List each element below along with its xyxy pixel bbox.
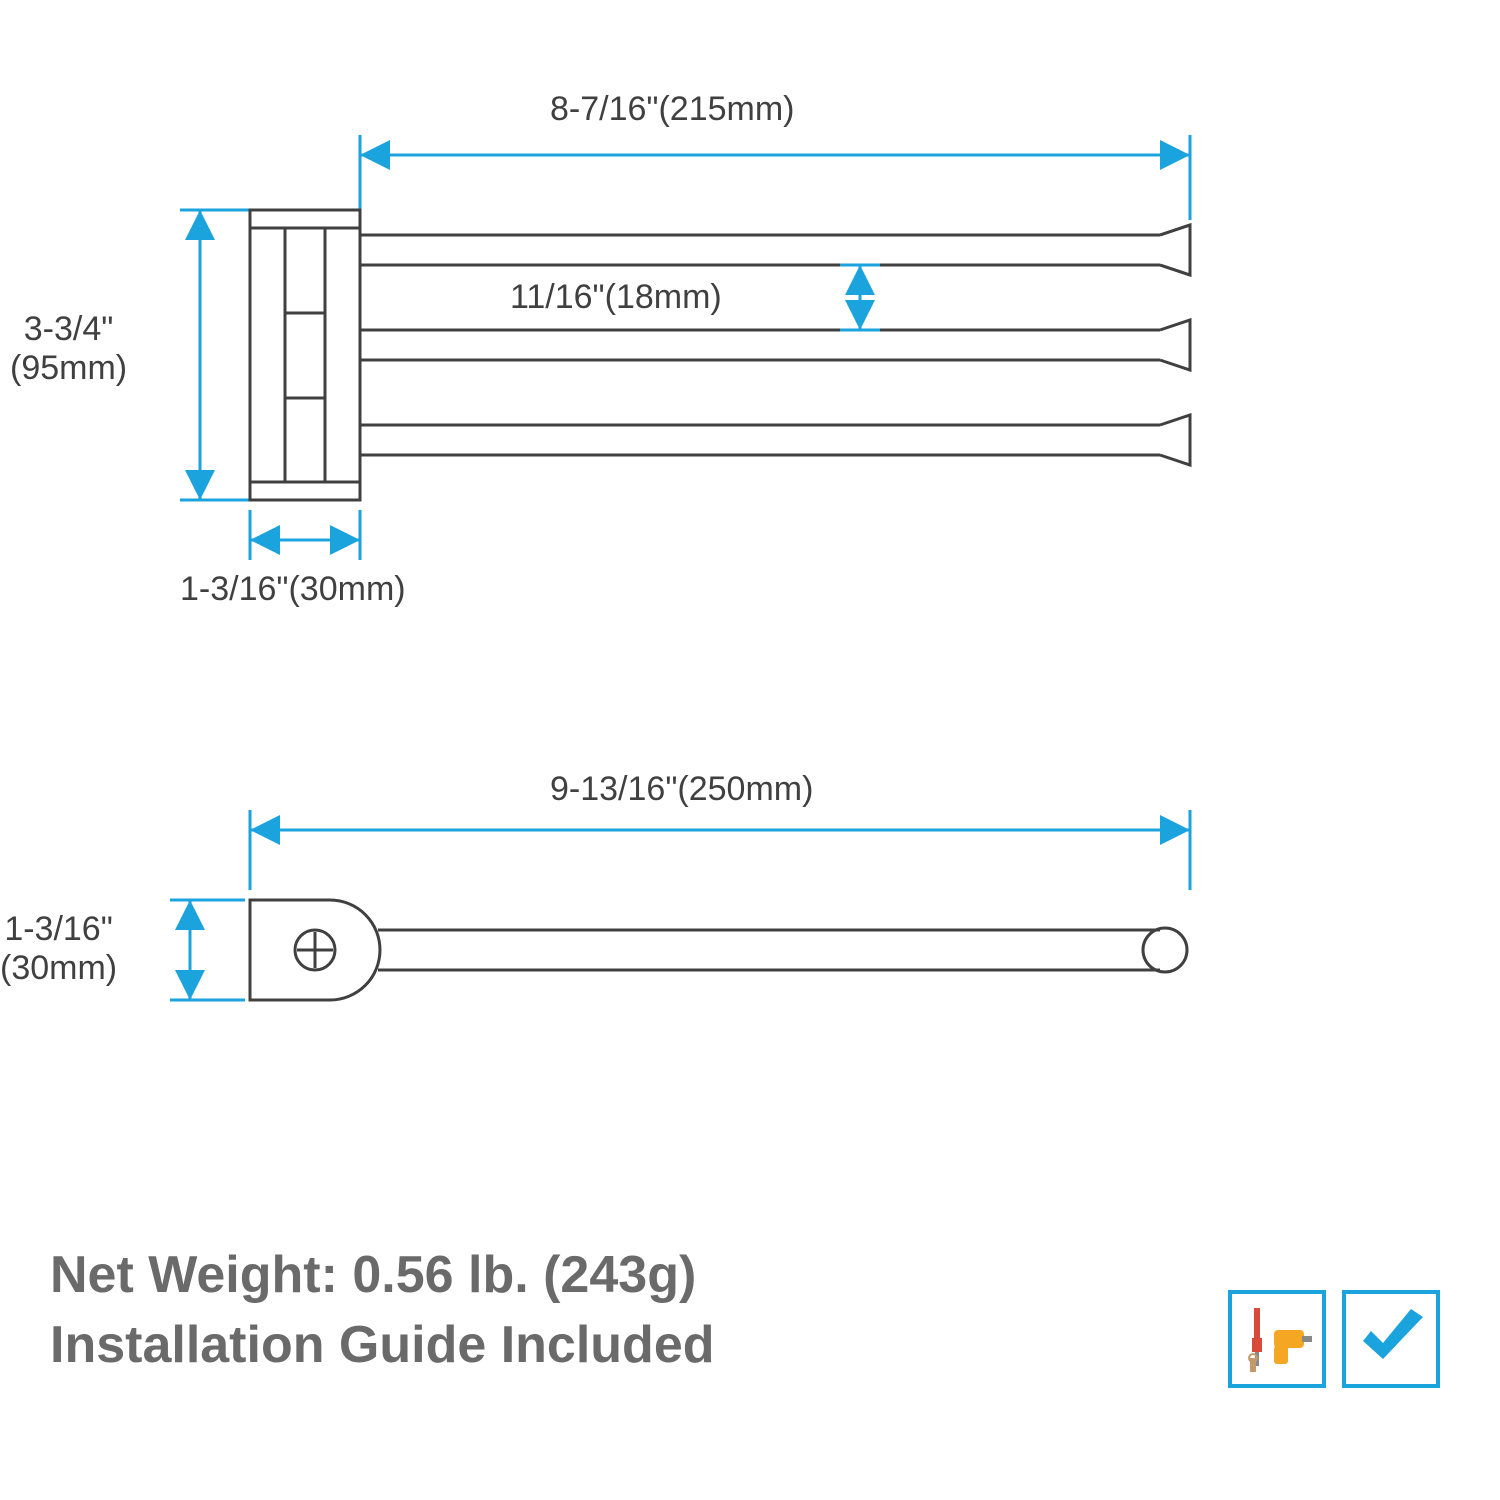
- dim-mount-width: 1-3/16"(30mm): [180, 570, 406, 609]
- tools-icon: [1228, 1290, 1326, 1388]
- diagram-container: 8-7/16"(215mm) 3-3/4"(95mm) 11/16"(18mm)…: [120, 80, 1380, 1420]
- top-arm: [378, 928, 1187, 972]
- front-arms: [360, 225, 1190, 465]
- dim-total-length: 9-13/16"(250mm): [550, 770, 813, 809]
- footer-icons: [1228, 1290, 1440, 1388]
- top-mount: [250, 900, 380, 1000]
- front-mount: [250, 210, 360, 500]
- front-view-svg: [120, 80, 1380, 640]
- dim-bar-diameter: 11/16"(18mm): [510, 278, 722, 317]
- dim-mount-depth: 1-3/16"(30mm): [0, 910, 117, 988]
- dim-arm-length: 8-7/16"(215mm): [550, 90, 795, 129]
- dim-height: 3-3/4"(95mm): [10, 310, 127, 388]
- checkmark-icon: [1342, 1290, 1440, 1388]
